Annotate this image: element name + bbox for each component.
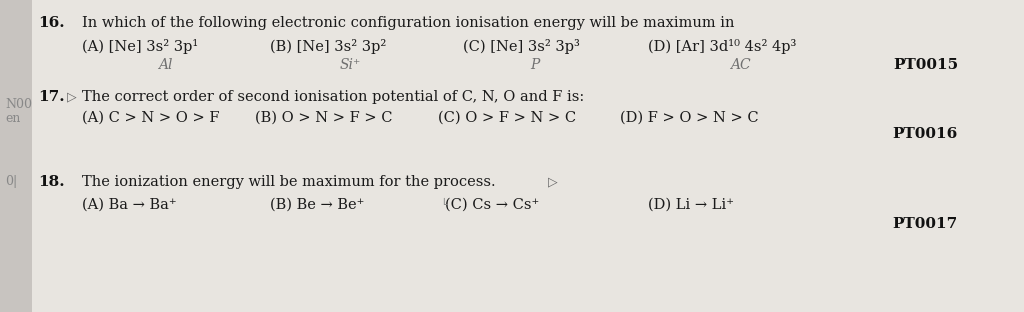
Text: (D) Li → Li⁺: (D) Li → Li⁺ <box>648 198 734 212</box>
Text: N00: N00 <box>5 97 32 110</box>
Text: (C) Cs → Cs⁺: (C) Cs → Cs⁺ <box>445 198 540 212</box>
Text: (D) [Ar] 3d¹⁰ 4s² 4p³: (D) [Ar] 3d¹⁰ 4s² 4p³ <box>648 38 797 53</box>
Text: The correct order of second ionisation potential of C, N, O and F is:: The correct order of second ionisation p… <box>82 90 585 104</box>
Text: (A) [Ne] 3s² 3p¹: (A) [Ne] 3s² 3p¹ <box>82 38 199 53</box>
Text: 0|: 0| <box>5 175 17 188</box>
Text: en: en <box>5 111 20 124</box>
Text: (A) C > N > O > F: (A) C > N > O > F <box>82 111 219 125</box>
Text: (B) [Ne] 3s² 3p²: (B) [Ne] 3s² 3p² <box>270 38 386 53</box>
Text: (A) Ba → Ba⁺: (A) Ba → Ba⁺ <box>82 198 176 212</box>
Text: └: └ <box>440 200 446 210</box>
Text: PT0016: PT0016 <box>893 127 958 141</box>
Text: Si⁺: Si⁺ <box>340 58 361 72</box>
Text: PT0015: PT0015 <box>893 58 958 72</box>
Text: (C) O > F > N > C: (C) O > F > N > C <box>438 111 577 125</box>
Text: In which of the following electronic configuration ionisation energy will be max: In which of the following electronic con… <box>82 16 734 30</box>
Text: ▷: ▷ <box>67 90 77 104</box>
Text: 17.: 17. <box>38 90 65 104</box>
Text: ▷: ▷ <box>548 175 558 188</box>
Text: 18.: 18. <box>38 175 65 189</box>
Text: PT0017: PT0017 <box>893 217 958 231</box>
Text: P: P <box>530 58 540 72</box>
Text: (C) [Ne] 3s² 3p³: (C) [Ne] 3s² 3p³ <box>463 38 580 53</box>
FancyBboxPatch shape <box>30 0 1024 312</box>
FancyBboxPatch shape <box>0 0 32 312</box>
Text: 16.: 16. <box>38 16 65 30</box>
Text: AC: AC <box>730 58 751 72</box>
Text: (B) Be → Be⁺: (B) Be → Be⁺ <box>270 198 365 212</box>
Text: Al: Al <box>158 58 172 72</box>
Text: (B) O > N > F > C: (B) O > N > F > C <box>255 111 392 125</box>
Text: The ionization energy will be maximum for the process.: The ionization energy will be maximum fo… <box>82 175 496 189</box>
Text: (D) F > O > N > C: (D) F > O > N > C <box>620 111 759 125</box>
